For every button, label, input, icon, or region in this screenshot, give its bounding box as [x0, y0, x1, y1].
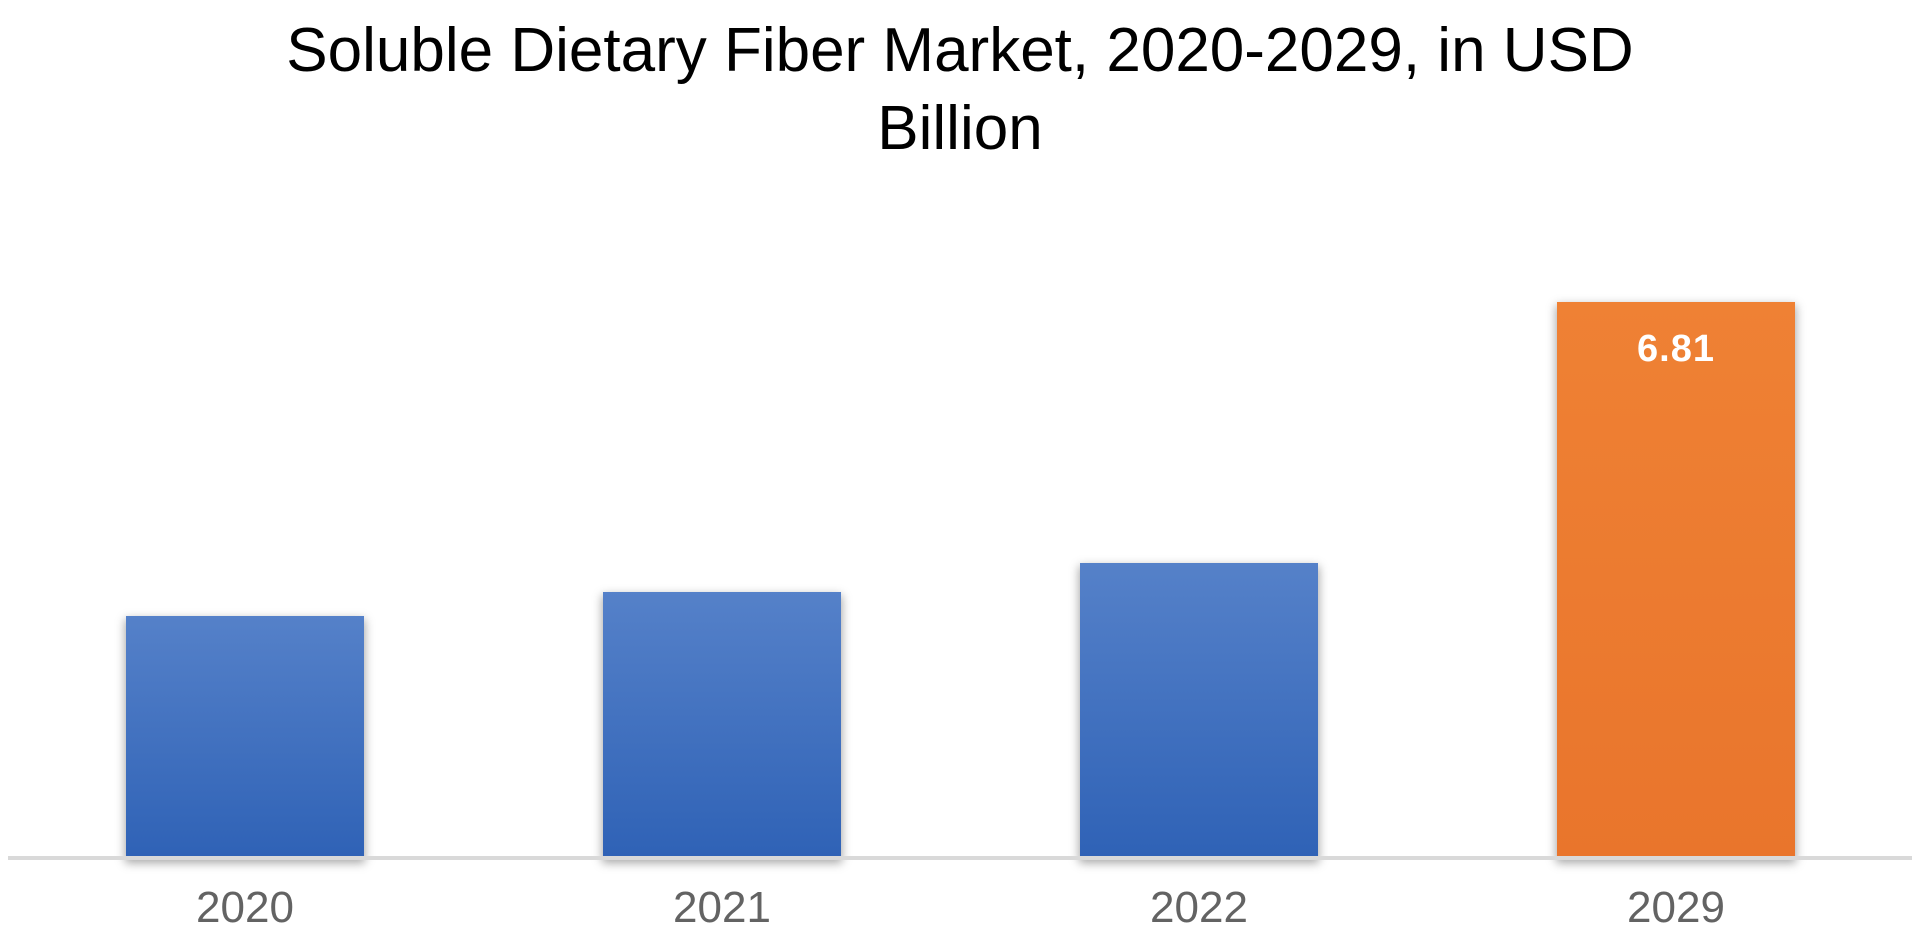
- bar-2022: [1080, 563, 1318, 858]
- chart-title: Soluble Dietary Fiber Market, 2020-2029,…: [0, 12, 1920, 168]
- bar-2020: [126, 616, 364, 858]
- bar-2029: 6.81: [1557, 302, 1795, 858]
- chart-title-line2: Billion: [877, 94, 1043, 163]
- data-label-2029: 6.81: [1637, 328, 1715, 370]
- bar-2021: [603, 592, 841, 858]
- x-axis-label-2021: 2021: [673, 883, 771, 932]
- chart-title-line1: Soluble Dietary Fiber Market, 2020-2029,…: [286, 16, 1634, 85]
- x-axis-label-2022: 2022: [1150, 883, 1248, 932]
- x-axis-label-2020: 2020: [196, 883, 294, 932]
- x-axis-line: [8, 856, 1912, 860]
- x-axis-label-2029: 2029: [1627, 883, 1725, 932]
